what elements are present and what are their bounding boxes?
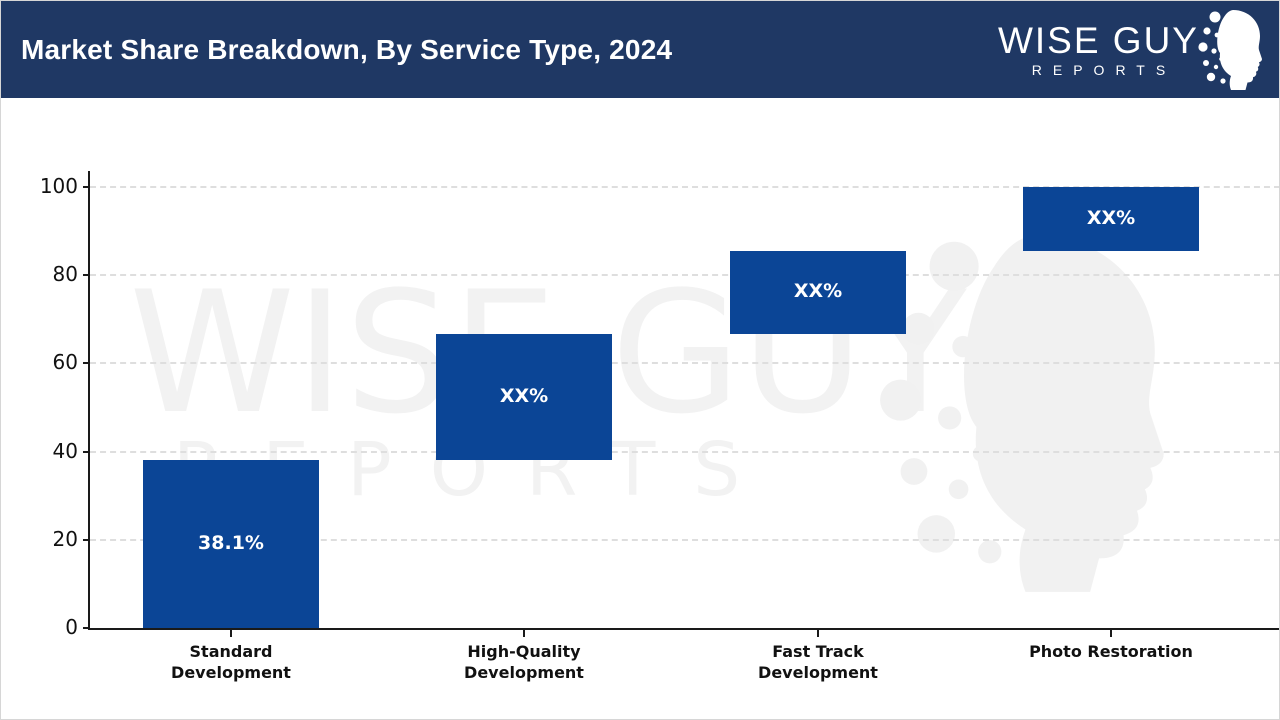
y-axis-line	[88, 171, 90, 630]
x-category-line: Photo Restoration	[1029, 642, 1193, 661]
x-category-label: High-Quality Development	[414, 641, 634, 683]
x-category-line: Development	[464, 663, 584, 682]
bar-value-label: 38.1%	[198, 531, 264, 554]
gridline-100	[90, 186, 1279, 188]
x-category-line: High-Quality	[467, 642, 581, 661]
y-tick-40	[83, 450, 90, 453]
x-category-label: Photo Restoration	[1001, 641, 1221, 662]
gridline-40	[90, 450, 1279, 453]
y-tick-label-0: 0	[65, 615, 78, 639]
bar-segment: XX%	[1023, 187, 1199, 251]
bar-segment: 38.1%	[143, 459, 319, 628]
logo-head-icon	[1198, 9, 1262, 90]
logo-text: WISE GUY REPORTS	[998, 22, 1199, 77]
watermark-head-icon	[880, 235, 1164, 592]
x-tick	[523, 630, 525, 637]
header: Market Share Breakdown, By Service Type,…	[1, 1, 1279, 98]
x-tick	[230, 630, 232, 637]
gridline-20	[90, 538, 1279, 541]
x-category-label: Fast Track Development	[708, 641, 928, 683]
bar-segment: XX%	[436, 334, 612, 460]
logo-subtitle: REPORTS	[1031, 62, 1177, 78]
y-tick-60	[83, 362, 90, 365]
y-tick-label-20: 20	[52, 526, 78, 551]
y-tick-label-80: 80	[52, 262, 78, 287]
y-tick-80	[83, 274, 90, 277]
y-tick-20	[83, 538, 90, 541]
bar-value-label: XX%	[793, 280, 843, 303]
x-category-line: Standard	[189, 642, 273, 661]
y-tick-label-100: 100	[39, 174, 78, 198]
gridline-60	[90, 362, 1279, 365]
bar-value-label: XX%	[1086, 206, 1136, 229]
x-tick	[817, 630, 819, 637]
y-tick-0	[83, 627, 90, 629]
gridline-80	[90, 274, 1279, 277]
wiseguy-logo: WISE GUY REPORTS	[998, 7, 1279, 93]
page-title: Market Share Breakdown, By Service Type,…	[21, 33, 673, 65]
y-tick-label-40: 40	[52, 438, 78, 463]
y-tick-label-60: 60	[52, 350, 78, 375]
x-category-line: Development	[171, 663, 291, 682]
x-category-line: Development	[758, 663, 878, 682]
x-category-label: Standard Development	[121, 641, 341, 683]
x-tick	[1110, 630, 1112, 637]
bar-value-label: XX%	[499, 385, 549, 408]
y-tick-100	[83, 186, 90, 188]
x-category-line: Fast Track	[772, 642, 864, 661]
x-axis-line	[88, 628, 1279, 630]
logo-wordmark: WISE GUY	[997, 20, 1199, 61]
bar-segment: XX%	[730, 250, 906, 335]
